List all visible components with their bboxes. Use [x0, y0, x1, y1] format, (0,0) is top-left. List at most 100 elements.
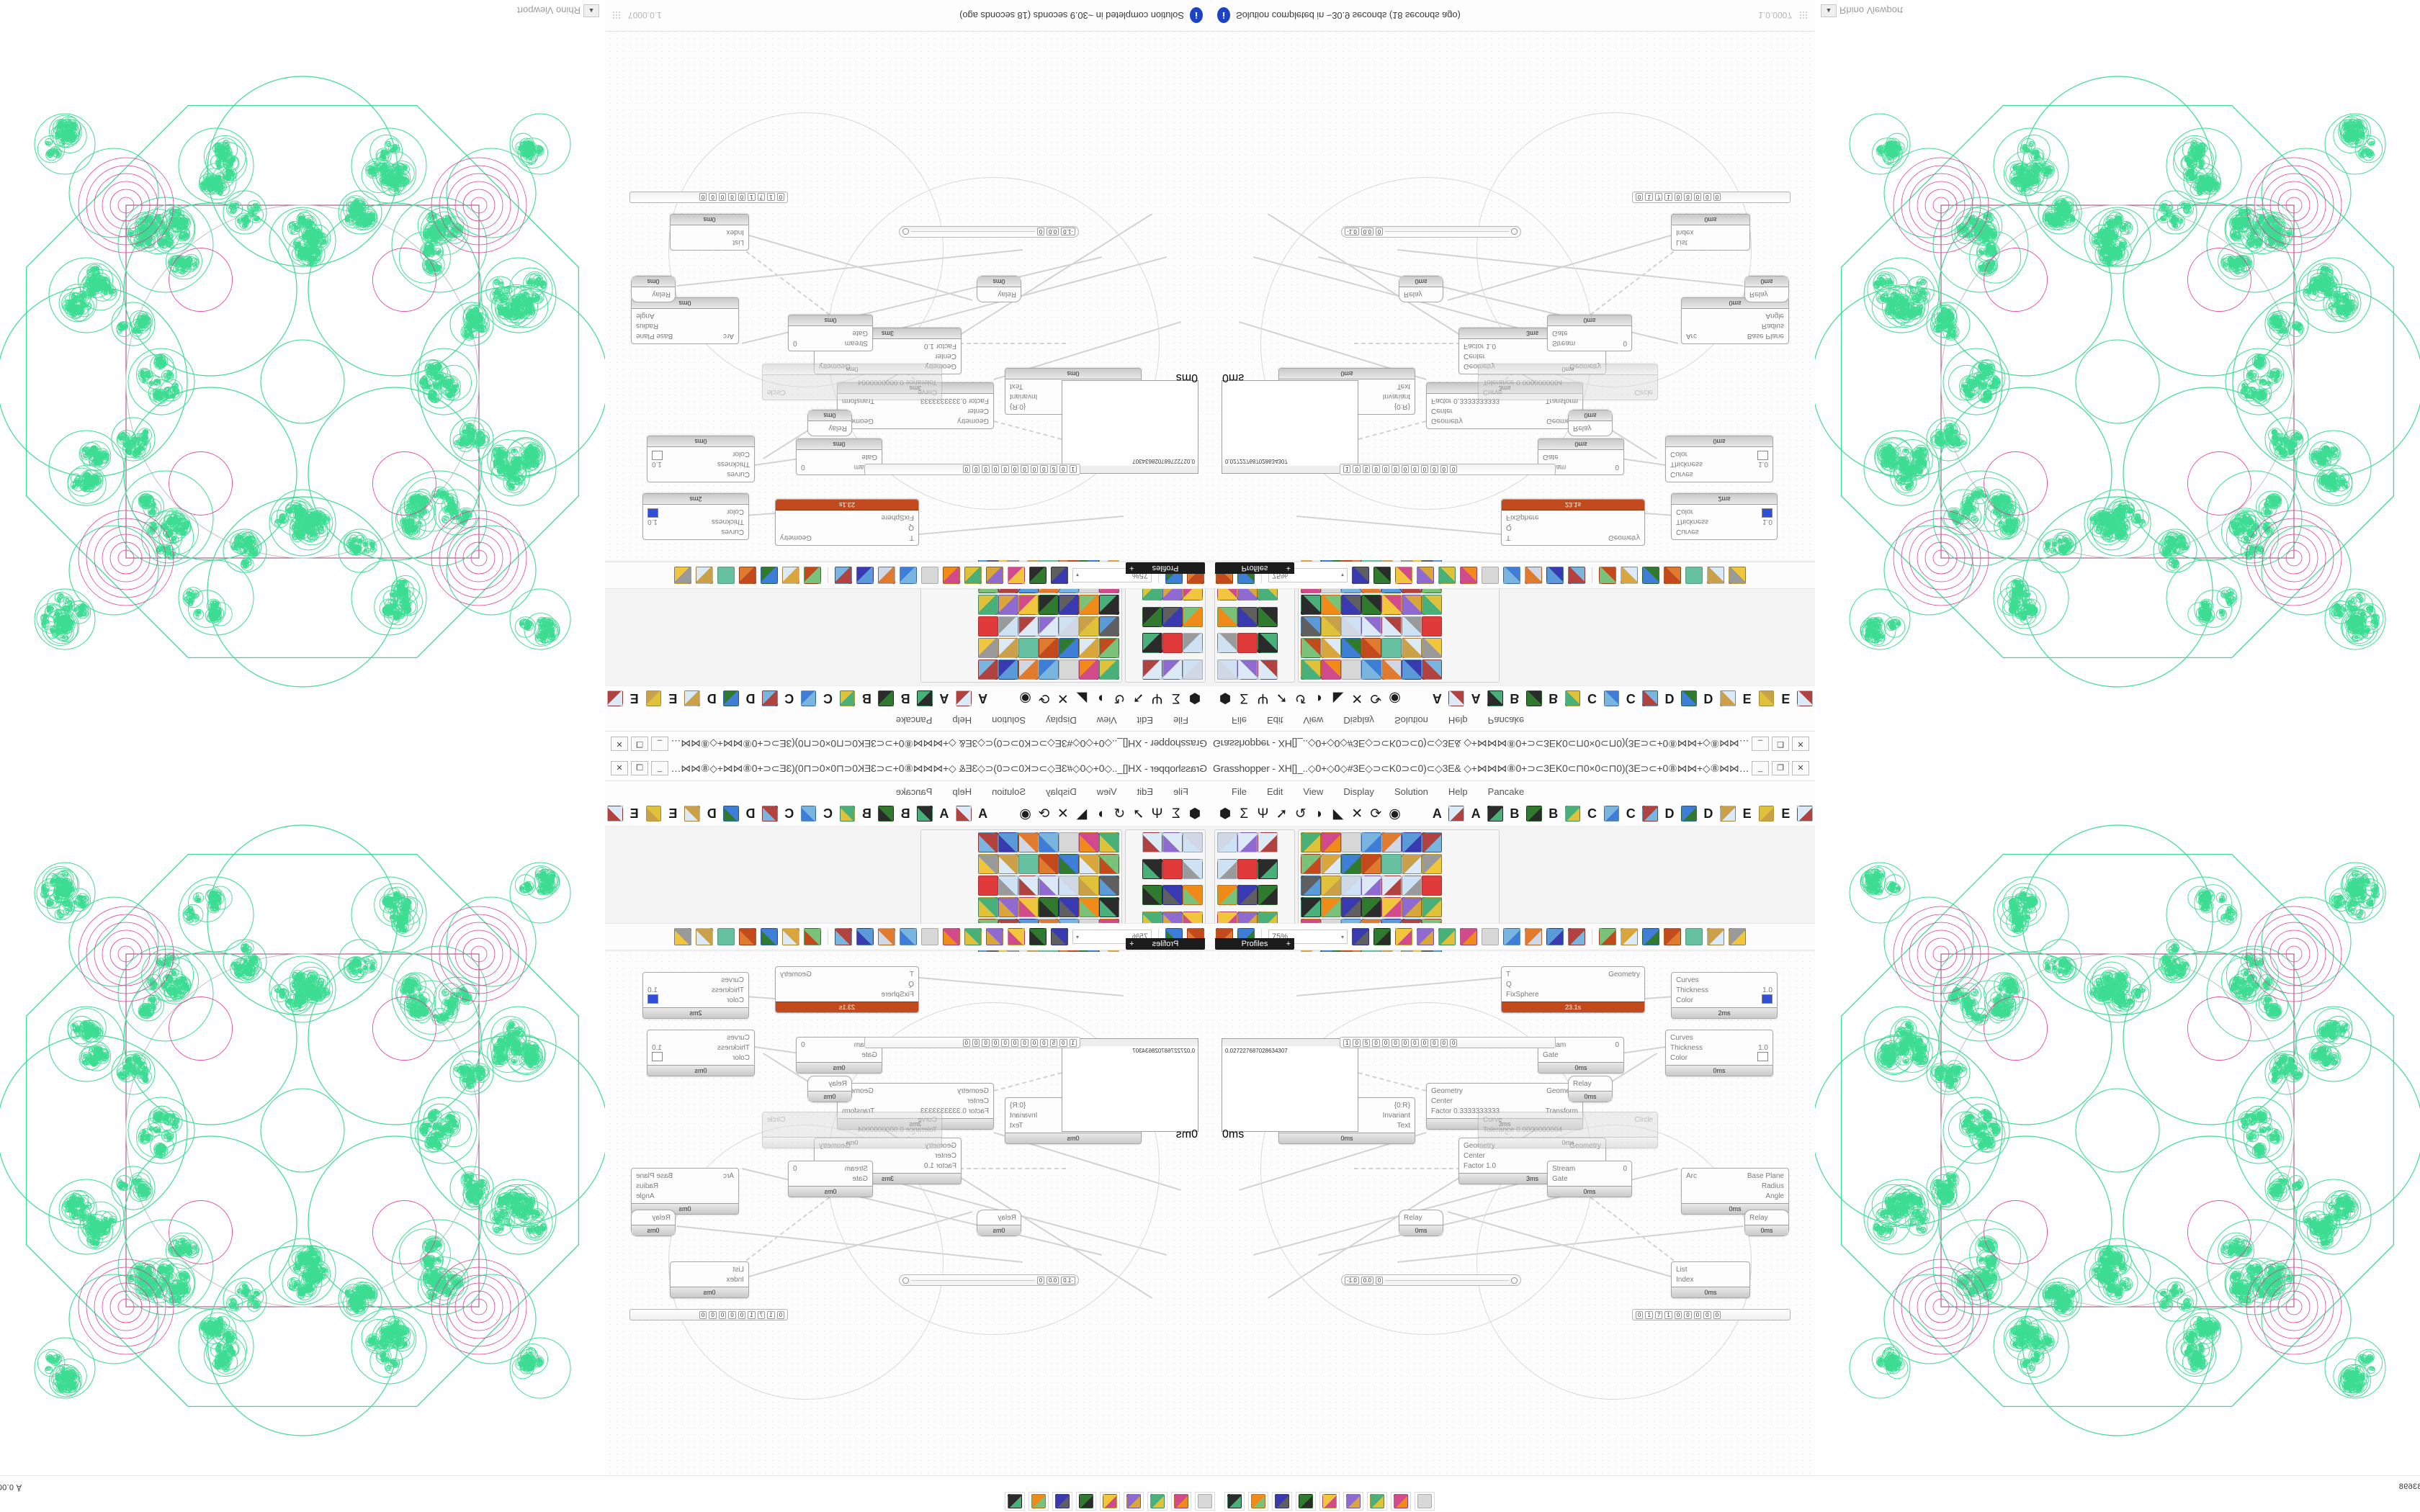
component-icon[interactable] — [1183, 660, 1203, 680]
component-icon[interactable] — [1150, 1494, 1165, 1508]
ribbon-tab-9[interactable]: E — [1776, 807, 1795, 820]
slider-knob[interactable] — [902, 1277, 909, 1284]
panel-label[interactable]: Profiles + — [1215, 562, 1294, 574]
factor-slider[interactable]: -1.0 0.0 0 — [1341, 1274, 1521, 1286]
panel-label[interactable]: Profiles + — [1126, 562, 1205, 574]
transform-icon[interactable]: ⟳ — [1035, 691, 1054, 706]
slider-value-2[interactable]: 0 — [1375, 228, 1384, 236]
component-icon[interactable] — [1394, 1494, 1408, 1508]
doc-button[interactable] — [1482, 928, 1499, 945]
component-icon[interactable] — [1031, 1494, 1046, 1508]
ribbon-tab-9[interactable]: E — [625, 806, 644, 821]
component-icon[interactable] — [1018, 832, 1039, 852]
maximize-button[interactable]: ❐ — [1772, 737, 1789, 751]
surface-icon[interactable]: ◗ — [1310, 807, 1329, 821]
component-icon[interactable] — [1402, 616, 1422, 636]
fix-sphere-solver[interactable]: T Geometry Q FixSphere 23.1s — [1501, 499, 1645, 546]
menu-item-edit[interactable]: Edit — [1127, 786, 1163, 797]
ribbon-tab-0[interactable]: A — [974, 806, 992, 821]
component-icon[interactable] — [1162, 858, 1183, 879]
curve-icon[interactable]: ↺ — [1110, 691, 1129, 706]
factor-slider[interactable]: -1.0 0.0 0 — [899, 226, 1079, 238]
digit-4[interactable]: 0 — [1030, 1038, 1039, 1047]
rhino-viewport[interactable]: ▲ Rhino Viewport — [1815, 0, 2420, 756]
shade-green-button[interactable] — [717, 928, 735, 945]
component-icon[interactable] — [1321, 897, 1341, 917]
shade-teal-button[interactable] — [1664, 567, 1681, 584]
panel-label[interactable]: Profiles + — [1215, 938, 1294, 950]
component-icon[interactable] — [1381, 854, 1402, 874]
menu-item-display[interactable]: Display — [1036, 786, 1087, 797]
green-terminal-icon[interactable] — [1224, 1492, 1245, 1511]
component-icon[interactable] — [1217, 633, 1237, 654]
relay-1[interactable]: Relay 0ms — [807, 1076, 852, 1102]
scroll-doc-icon[interactable] — [1415, 1492, 1435, 1511]
ribbon-tab-8[interactable]: E — [1738, 807, 1757, 820]
slider-value-1[interactable]: 0.0 — [1361, 1276, 1373, 1284]
params-icon[interactable]: ⬢ — [1216, 691, 1234, 706]
help-button[interactable] — [1525, 928, 1542, 945]
stream-gate-2[interactable]: Stream 0 Gate 0ms — [1547, 1161, 1632, 1197]
surface-icon[interactable]: ◗ — [1310, 691, 1329, 706]
component-icon[interactable] — [1079, 616, 1099, 636]
custom-preview-curves-2[interactable]: Curves Thickness 1.0 Color 0ms — [1665, 436, 1773, 482]
rhino-viewport[interactable]: ▲ Rhino Viewport — [0, 0, 605, 756]
preview-button[interactable] — [1029, 567, 1047, 584]
component-icon[interactable] — [998, 638, 1018, 658]
component-icon[interactable] — [978, 876, 998, 896]
ribbon-tab-icon-1[interactable] — [917, 690, 933, 706]
digit-7[interactable]: 0 — [1411, 465, 1419, 474]
component-icon[interactable] — [1301, 876, 1321, 896]
component-icon[interactable] — [1422, 876, 1442, 896]
preview-button[interactable] — [1029, 928, 1047, 945]
component-icon[interactable] — [1018, 854, 1039, 874]
component-icon[interactable] — [978, 595, 998, 615]
menu-item-pancake[interactable]: Pancake — [1478, 786, 1535, 797]
ribbon-tab-2[interactable]: B — [896, 691, 915, 706]
shade-red-button[interactable] — [761, 928, 778, 945]
component-icon[interactable] — [1099, 638, 1119, 658]
menu-item-help[interactable]: Help — [942, 716, 982, 726]
slider-value-2[interactable]: 0 — [1375, 1276, 1384, 1284]
help-button[interactable] — [878, 928, 895, 945]
number-panel[interactable]: {0;0}0.027227687028634307 0ms — [1222, 372, 1358, 474]
component-icon[interactable] — [1321, 854, 1341, 874]
ribbon-tab-4[interactable]: C — [818, 806, 837, 821]
color-swatch[interactable] — [652, 451, 663, 460]
relay-3[interactable]: Relay 0ms — [631, 1210, 676, 1236]
component-icon[interactable] — [1422, 832, 1442, 852]
ribbon-tab-icon-1[interactable] — [1487, 690, 1503, 706]
ribbon-tab-icon-3[interactable] — [839, 806, 856, 822]
arc-deconstruct-1[interactable]: Arc Base Plane Radius Angle 0ms — [1681, 297, 1789, 344]
component-icon[interactable] — [1059, 595, 1079, 615]
shade-white-button[interactable] — [1621, 567, 1638, 584]
capsule-button[interactable] — [986, 928, 1003, 945]
digit-9[interactable]: 0 — [1430, 465, 1438, 474]
index-digit-1[interactable]: 1 — [1645, 1310, 1653, 1319]
ribbon-tab-icon-5[interactable] — [762, 806, 778, 822]
panel-expand-icon[interactable]: + — [1129, 938, 1134, 950]
component-icon[interactable] — [1402, 897, 1422, 917]
ribbon-tab-icon-9[interactable] — [606, 806, 623, 822]
sets-icon[interactable]: Ψ — [1148, 806, 1167, 822]
ribbon-tab-8[interactable]: E — [1738, 691, 1757, 706]
notepad-icon-2[interactable] — [1367, 1492, 1387, 1511]
component-icon[interactable] — [978, 854, 998, 874]
index-digit-1[interactable]: 1 — [1645, 193, 1653, 202]
params-icon[interactable]: ⬢ — [1186, 691, 1204, 706]
component-icon[interactable] — [1018, 638, 1039, 658]
viewport-label[interactable]: ▲ Rhino Viewport — [517, 4, 599, 17]
component-icon[interactable] — [1301, 638, 1321, 658]
component-icon[interactable] — [1422, 854, 1442, 874]
close-button[interactable]: ✕ — [1792, 737, 1809, 751]
menu-item-view[interactable]: View — [1293, 716, 1333, 726]
index-digit-0[interactable]: 0 — [1636, 1310, 1644, 1319]
component-icon[interactable] — [1039, 854, 1059, 874]
ribbon-tab-icon-8[interactable] — [645, 806, 662, 822]
vector-icon[interactable]: ➚ — [1272, 691, 1291, 706]
digit-3[interactable]: 0 — [1372, 465, 1380, 474]
slider-value-0[interactable]: -1.0 — [1345, 1276, 1359, 1284]
index-digit-6[interactable]: 0 — [1693, 1310, 1702, 1319]
chevron-down-icon[interactable]: ▾ — [1076, 934, 1079, 940]
